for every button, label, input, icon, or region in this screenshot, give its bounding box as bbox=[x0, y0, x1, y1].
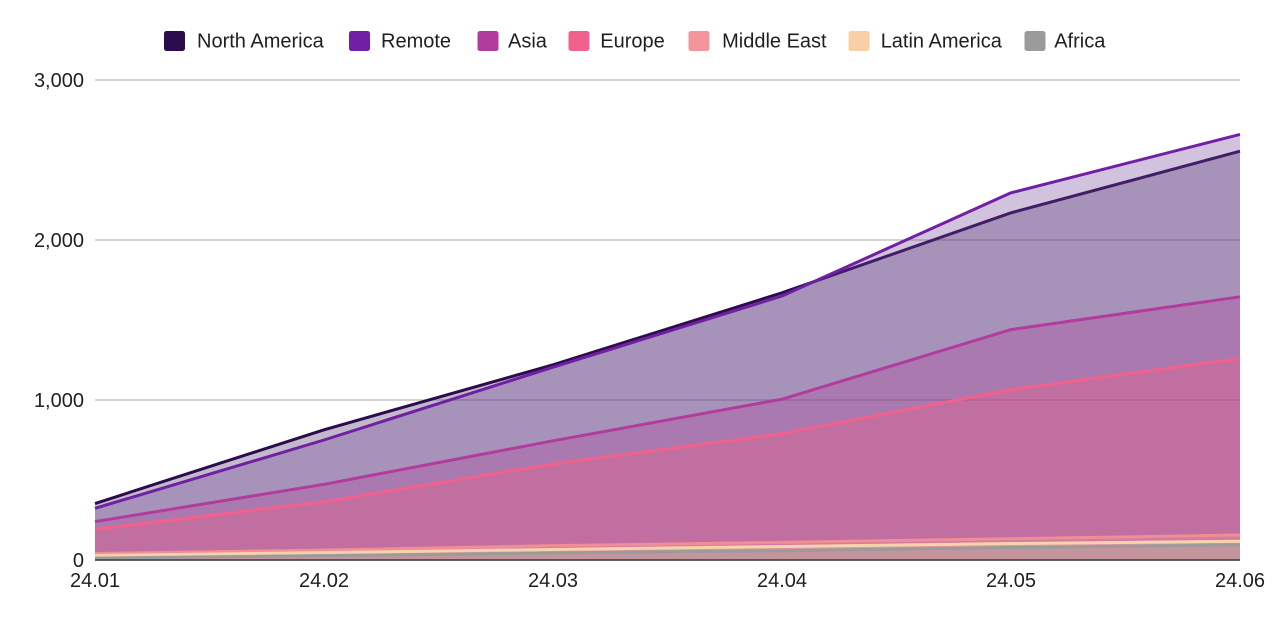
svg-text:Remote: Remote bbox=[381, 31, 451, 53]
svg-text:1,000: 1,000 bbox=[34, 390, 84, 412]
svg-text:24.05: 24.05 bbox=[986, 570, 1036, 592]
svg-text:24.03: 24.03 bbox=[528, 570, 578, 592]
svg-text:Africa: Africa bbox=[1054, 31, 1106, 53]
svg-text:24.01: 24.01 bbox=[70, 570, 120, 592]
svg-text:24.06: 24.06 bbox=[1215, 570, 1265, 592]
svg-text:Middle East: Middle East bbox=[722, 31, 827, 53]
svg-text:24.02: 24.02 bbox=[299, 570, 349, 592]
svg-text:Asia: Asia bbox=[508, 31, 548, 53]
svg-text:Latin America: Latin America bbox=[881, 31, 1003, 53]
svg-text:24.04: 24.04 bbox=[757, 570, 807, 592]
svg-text:0: 0 bbox=[73, 550, 84, 572]
svg-text:North America: North America bbox=[197, 31, 325, 53]
svg-text:2,000: 2,000 bbox=[34, 230, 84, 252]
svg-text:Europe: Europe bbox=[600, 31, 665, 53]
svg-text:3,000: 3,000 bbox=[34, 70, 84, 92]
